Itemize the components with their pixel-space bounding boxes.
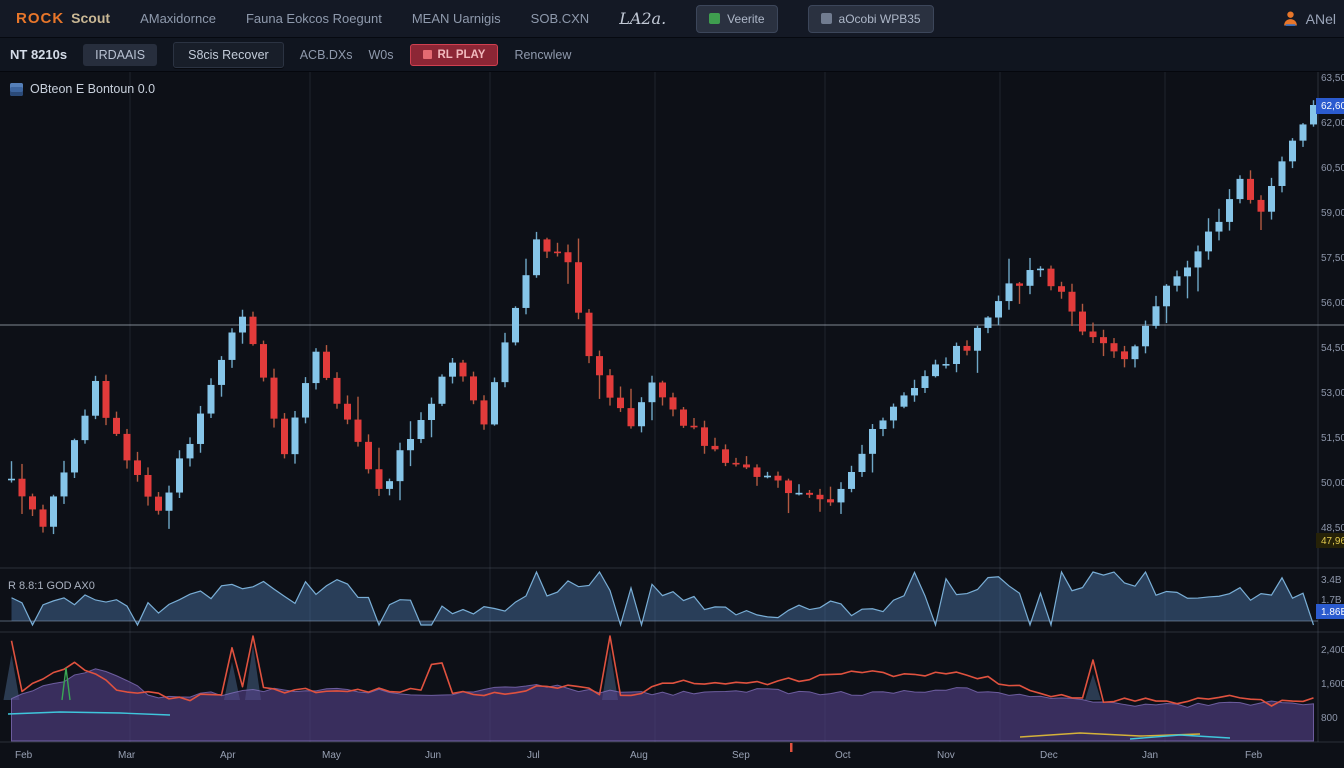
svg-text:Feb: Feb — [1245, 750, 1263, 761]
nav-item-3[interactable]: MEAN Uarnigis — [411, 11, 501, 26]
svg-text:Jan: Jan — [1142, 750, 1158, 761]
svg-text:1.7B: 1.7B — [1321, 595, 1342, 606]
app-logo-primary: ROCK — [16, 10, 65, 27]
app-logo[interactable]: ROCK Scout — [16, 10, 110, 27]
replay-button[interactable]: RL PLAY — [409, 43, 499, 66]
recover-button[interactable]: S8cis Recover — [173, 41, 284, 68]
volume-layer — [0, 570, 1318, 628]
svg-text:48,500: 48,500 — [1321, 523, 1344, 534]
renew-item[interactable]: Rencwlew — [514, 47, 572, 62]
svg-text:62,608: 62,608 — [1321, 101, 1344, 112]
chart-legend[interactable]: OBteon E Bontoun 0.0 — [10, 82, 155, 96]
svg-text:59,000: 59,000 — [1321, 208, 1344, 219]
svg-text:50,000: 50,000 — [1321, 478, 1344, 489]
svg-text:Mar: Mar — [118, 750, 136, 761]
price-axis[interactable]: 63,500 62,000 60,500 59,000 57,500 56,000 54,5… — [1316, 73, 1344, 724]
user-name: ANel — [1305, 10, 1336, 27]
replay-icon — [422, 50, 432, 59]
candles-layer — [8, 100, 1317, 535]
svg-text:54,500: 54,500 — [1321, 343, 1344, 354]
svg-text:1.86B: 1.86B — [1321, 607, 1344, 618]
svg-text:Feb: Feb — [15, 750, 33, 761]
svg-text:51,500: 51,500 — [1321, 433, 1344, 444]
svg-text:Dec: Dec — [1040, 750, 1058, 761]
grid-layer — [0, 72, 1344, 743]
volume-indicator-label[interactable]: R 8.8:1 GOD AX0 — [8, 580, 95, 592]
time-cursor-marker — [790, 743, 793, 752]
svg-text:Oct: Oct — [835, 750, 851, 761]
series-icon — [10, 82, 23, 96]
compare-item[interactable]: ACB.DXs — [299, 47, 353, 62]
accent-line-3 — [1129, 734, 1231, 740]
legend-symbol-text: OBteon E Bontoun 0.0 — [30, 82, 156, 96]
svg-text:62,000: 62,000 — [1321, 118, 1344, 129]
svg-text:800: 800 — [1321, 713, 1338, 724]
account-button[interactable]: aOcobi WPB35 — [807, 4, 934, 33]
svg-text:57,500: 57,500 — [1321, 253, 1344, 264]
svg-text:Jun: Jun — [425, 750, 441, 761]
svg-text:3.4B: 3.4B — [1321, 575, 1342, 586]
svg-text:Jul: Jul — [527, 750, 540, 761]
app-logo-secondary: Scout — [71, 10, 111, 26]
svg-text:Nov: Nov — [937, 750, 955, 761]
account-button-label: aOcobi WPB35 — [838, 11, 921, 26]
nav-item-2[interactable]: Fauna Eokcos Roegunt — [245, 11, 382, 26]
alerts-item[interactable]: W0s — [368, 47, 394, 62]
script-brand-text: LA2a. — [619, 9, 667, 28]
nav-item-4[interactable]: SOB.CXN — [530, 11, 590, 26]
svg-text:Apr: Apr — [220, 750, 236, 761]
indicators-tab[interactable]: IRDAAIS — [83, 43, 158, 66]
time-axis[interactable]: Feb Mar Apr May Jun Jul Aug Sep Oct Nov Dec Jan Feb — [15, 743, 1263, 761]
svg-text:Sep: Sep — [732, 750, 750, 761]
chart-toolbar: NT 8210s IRDAAIS S8cis Recover ACB.DXs W… — [0, 38, 1344, 72]
replay-button-label: RL PLAY — [437, 48, 486, 61]
current-volume-badge — [1316, 604, 1344, 619]
user-menu[interactable]: ANel — [1282, 10, 1336, 27]
svg-text:Aug: Aug — [630, 750, 648, 761]
svg-text:47,960: 47,960 — [1321, 536, 1344, 547]
svg-text:May: May — [322, 750, 341, 761]
indicator-layer — [3, 635, 1314, 742]
svg-text:53,000: 53,000 — [1321, 388, 1344, 399]
check-icon — [709, 13, 721, 24]
grid-icon — [820, 13, 832, 24]
symbol-label[interactable]: NT 8210s — [10, 47, 68, 62]
nav-item-1[interactable]: AMaxidornce — [140, 11, 216, 26]
verify-button[interactable]: Veerite — [696, 4, 778, 33]
user-avatar-icon — [1283, 11, 1297, 26]
svg-text:2,400: 2,400 — [1321, 645, 1344, 656]
alert-price-badge — [1316, 533, 1344, 548]
svg-text:1,600: 1,600 — [1321, 679, 1344, 690]
current-price-badge — [1316, 98, 1344, 114]
accent-line-2 — [1019, 732, 1201, 738]
svg-text:56,000: 56,000 — [1321, 298, 1344, 309]
accent-line-0 — [7, 711, 171, 716]
svg-text:63,500: 63,500 — [1321, 73, 1344, 84]
top-menu-bar: ROCK Scout AMaxidornce Fauna Eokcos Roeg… — [0, 0, 1344, 38]
accent-line-1 — [61, 667, 71, 701]
svg-text:60,500: 60,500 — [1321, 163, 1344, 174]
verify-button-label: Veerite — [727, 11, 765, 26]
